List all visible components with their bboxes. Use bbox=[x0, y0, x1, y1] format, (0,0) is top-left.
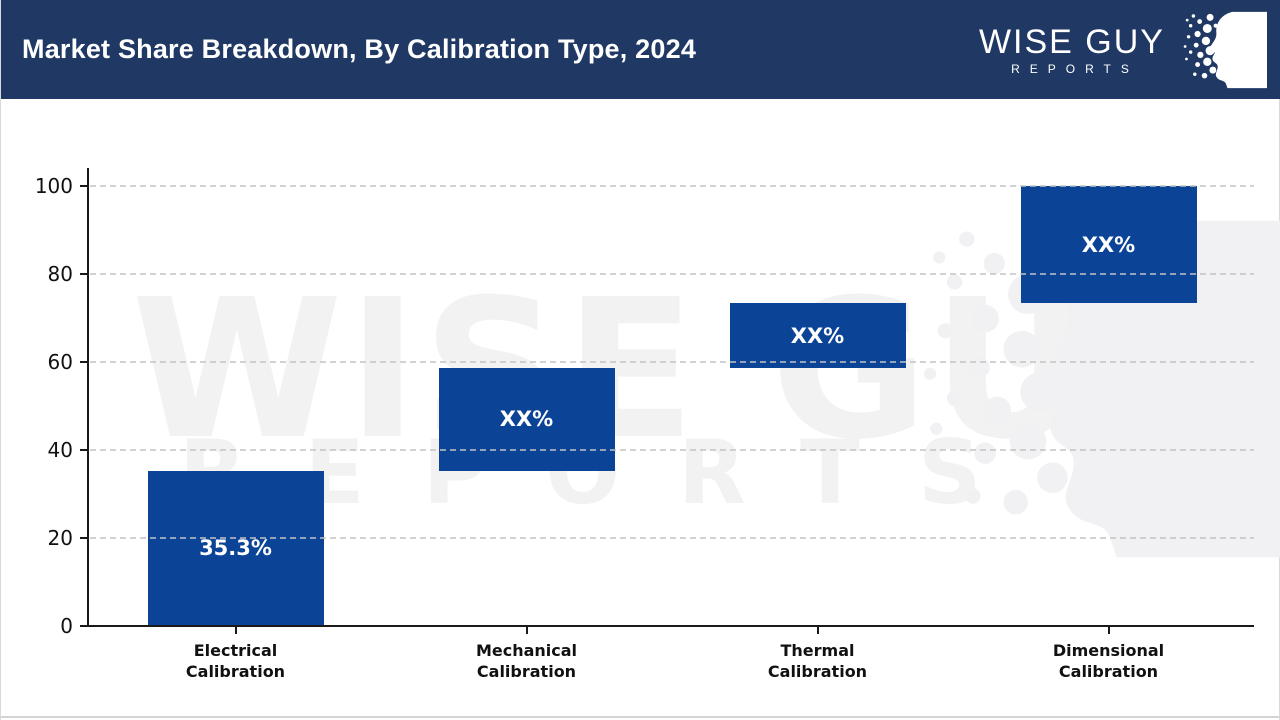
bar-dimensional-calibration: XX% bbox=[1020, 186, 1197, 304]
x-axis bbox=[87, 625, 1254, 627]
x-axis-tick bbox=[1107, 627, 1110, 634]
card-bottom-border bbox=[1, 716, 1279, 718]
category-label-dimensional-calibration: Dimensional Calibration bbox=[1052, 641, 1165, 681]
logo-text: WISE GUY REPORTS bbox=[979, 24, 1165, 76]
x-axis-tick bbox=[816, 627, 819, 634]
gridline-20 bbox=[90, 537, 1254, 539]
chart-area: WISE GU REPORTS 0 20 40 60 80 100 35.3% E bbox=[1, 99, 1280, 716]
bar-value-label: XX% bbox=[499, 407, 554, 432]
y-tick-label: 20 bbox=[47, 526, 73, 550]
x-axis-tick bbox=[234, 627, 237, 634]
gridline-60 bbox=[90, 361, 1254, 363]
plot-area: 0 20 40 60 80 100 35.3% Electrical Calibration XX… bbox=[1, 99, 1280, 716]
y-axis-tick bbox=[80, 185, 87, 187]
y-tick-label: 80 bbox=[47, 262, 73, 286]
bar-value-label: XX% bbox=[1081, 232, 1136, 257]
y-axis-tick bbox=[80, 537, 87, 539]
x-axis-tick bbox=[525, 627, 528, 634]
bar-electrical-calibration: 35.3% bbox=[147, 470, 324, 626]
gridline-100 bbox=[90, 185, 1254, 187]
logo-wordmark: WISE GUY bbox=[978, 22, 1165, 61]
y-axis-tick bbox=[80, 625, 87, 627]
gridline-40 bbox=[90, 449, 1254, 451]
watermark: WISE GU REPORTS bbox=[1, 99, 1280, 716]
logo-subtitle: REPORTS bbox=[1011, 61, 1139, 76]
category-label-electrical-calibration: Electrical Calibration bbox=[185, 641, 286, 681]
bar-value-label: 35.3% bbox=[199, 536, 272, 561]
y-tick-label: 100 bbox=[34, 174, 73, 198]
header: Market Share Breakdown, By Calibration T… bbox=[1, 0, 1280, 99]
y-tick-label: 60 bbox=[47, 350, 73, 374]
bar-thermal-calibration: XX% bbox=[729, 303, 906, 368]
y-tick-label: 40 bbox=[47, 438, 73, 462]
y-tick-label: 0 bbox=[60, 614, 73, 638]
y-axis-tick bbox=[80, 273, 87, 275]
y-axis bbox=[87, 168, 89, 627]
bar-mechanical-calibration: XX% bbox=[438, 367, 615, 471]
bar-value-label: XX% bbox=[790, 323, 845, 348]
page-title: Market Share Breakdown, By Calibration T… bbox=[22, 34, 697, 64]
y-axis-tick bbox=[80, 449, 87, 451]
gridline-80 bbox=[90, 273, 1254, 275]
wiseguy-logo: WISE GUY REPORTS bbox=[979, 9, 1267, 91]
category-label-mechanical-calibration: Mechanical Calibration bbox=[475, 641, 578, 681]
y-axis-tick bbox=[80, 361, 87, 363]
dotted-head-icon bbox=[1183, 11, 1267, 88]
category-label-thermal-calibration: Thermal Calibration bbox=[767, 641, 868, 681]
